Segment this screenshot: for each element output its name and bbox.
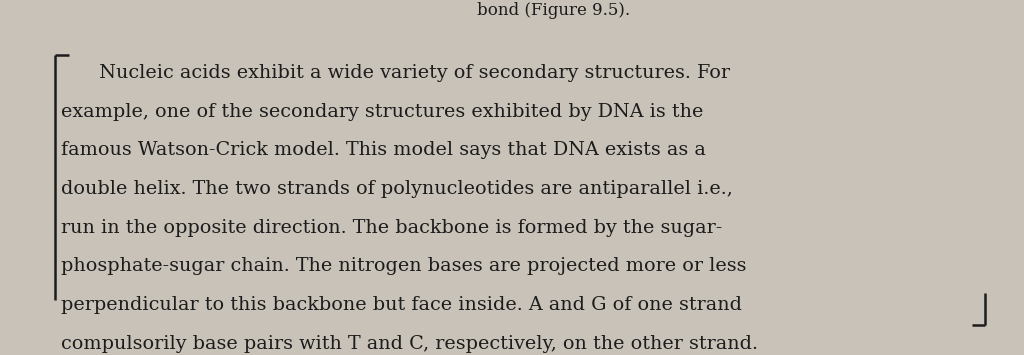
Text: example, one of the secondary structures exhibited by DNA is the: example, one of the secondary structures… xyxy=(61,103,703,121)
Text: double helix. The two strands of polynucleotides are antiparallel i.e.,: double helix. The two strands of polynuc… xyxy=(61,180,733,198)
Text: Nucleic acids exhibit a wide variety of secondary structures. For: Nucleic acids exhibit a wide variety of … xyxy=(61,64,730,82)
Text: phosphate-sugar chain. The nitrogen bases are projected more or less: phosphate-sugar chain. The nitrogen base… xyxy=(61,257,746,275)
Text: famous Watson-Crick model. This model says that DNA exists as a: famous Watson-Crick model. This model sa… xyxy=(61,141,707,159)
Text: run in the opposite direction. The backbone is formed by the sugar-: run in the opposite direction. The backb… xyxy=(61,219,723,237)
Text: compulsorily base pairs with T and C, respectively, on the other strand.: compulsorily base pairs with T and C, re… xyxy=(61,335,759,353)
Text: bond (Figure 9.5).: bond (Figure 9.5). xyxy=(394,2,630,19)
Text: perpendicular to this backbone but face inside. A and G of one strand: perpendicular to this backbone but face … xyxy=(61,296,742,314)
